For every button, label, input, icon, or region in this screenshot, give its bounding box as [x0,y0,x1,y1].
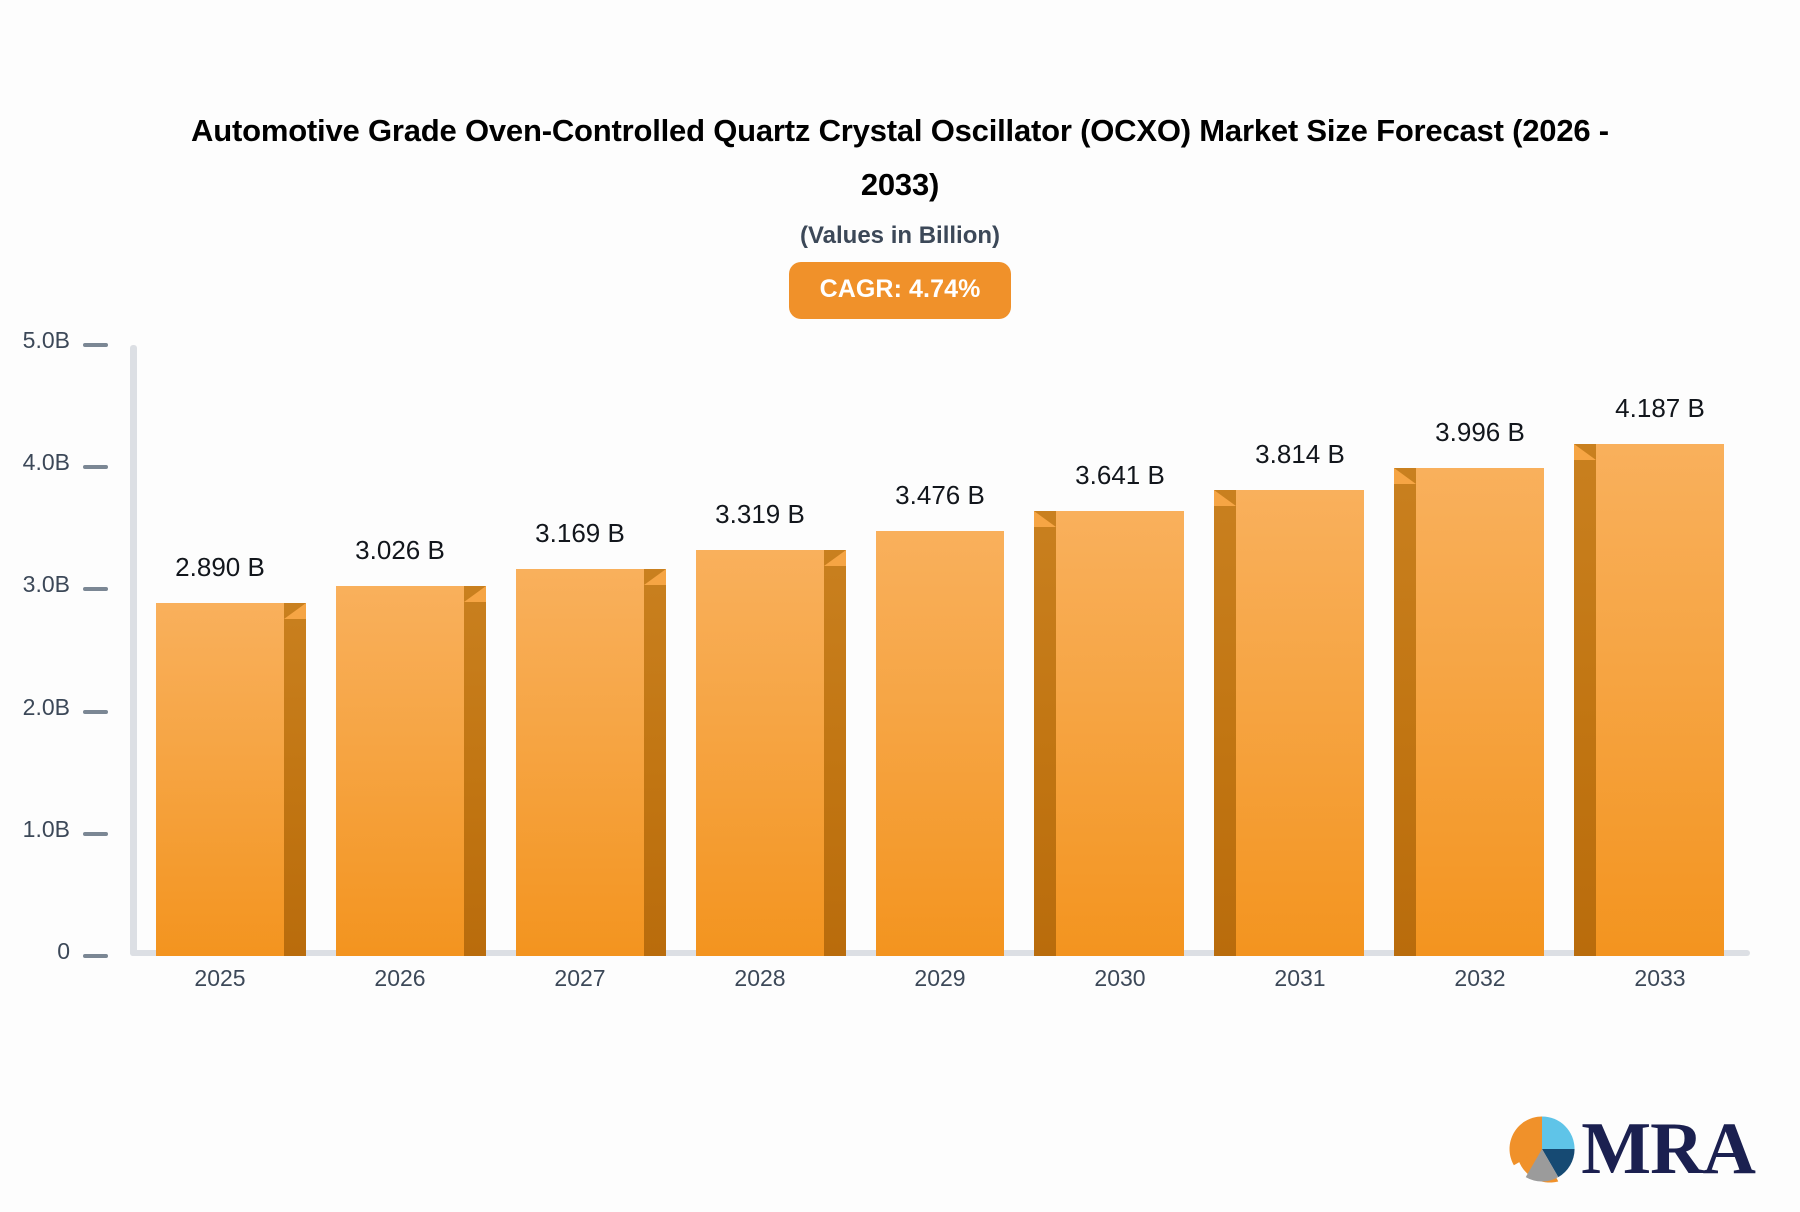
bar-column[interactable]: 3.319 B 2028 [696,345,846,991]
bar-value-label: 3.641 B [1075,460,1165,491]
bar-top-face [1574,444,1596,461]
x-axis-tick-label: 2026 [374,965,426,991]
bar-value-label: 4.187 B [1615,393,1705,424]
bar-top-face [824,550,846,567]
x-axis-tick-label: 2029 [914,965,966,991]
x-axis-tick-label: 2027 [554,965,606,991]
bar-value-label: 3.319 B [715,499,805,530]
x-axis-tick-label: 2025 [194,965,246,991]
bar-side-shadow [284,602,306,956]
tick-mark-icon [83,465,108,470]
tick-mark-icon [83,709,108,714]
pie-chart-icon [1509,1116,1575,1183]
x-axis-tick-label: 2028 [734,965,786,991]
bar[interactable] [876,531,1004,956]
bar-top-face [1394,467,1416,484]
bar-face [156,602,284,956]
bar-column[interactable]: 3.814 B 2031 [1214,345,1364,991]
bar-value-label: 3.814 B [1255,438,1345,469]
y-axis-tick-label: 3.0B [22,571,70,598]
bar-face [336,586,464,956]
bar-column[interactable]: 3.476 B 2029 [876,345,1004,991]
bar-series: 2.890 B 2025 3.026 B 2026 3.169 B 2027 3.319 B… [130,345,1750,991]
y-axis [130,345,137,956]
bar-value-label: 3.169 B [535,517,625,548]
y-axis-tick-label: 5.0B [22,327,70,353]
logo-wordmark: MRA [1581,1108,1756,1190]
tick-mark-icon [83,343,108,347]
bar-side-shadow [824,550,846,956]
bar[interactable] [1214,489,1364,956]
bar-column[interactable]: 4.187 B 2033 [1574,345,1724,991]
cagr-badge-container: CAGR: 4.74% [0,262,1800,319]
bar[interactable] [1574,444,1724,956]
bar-face [1416,467,1544,956]
bar-column[interactable]: 3.641 B 2030 [1034,345,1184,991]
tick-mark-icon [83,954,108,958]
bar-side-shadow [644,568,666,956]
bar-top-face [1034,511,1056,528]
bar-face [1596,444,1724,956]
bar-side-shadow [464,586,486,956]
bar-top-face [284,602,306,619]
bar[interactable] [336,586,486,956]
bar-face [696,550,824,956]
status-badge: CAGR: 4.74% [788,262,1012,319]
chart-subtitle: (Values in Billion) [799,222,1001,249]
x-axis-tick-label: 2031 [1274,965,1326,991]
brand-logo: MRA [1505,1108,1756,1190]
bar-face [516,568,644,956]
bar-column[interactable]: 3.996 B 2032 [1394,345,1544,991]
x-axis-tick-label: 2032 [1454,965,1506,991]
bar[interactable] [696,550,846,956]
bar-side-shadow [1214,489,1236,956]
y-axis-tick-label: 0 [57,938,70,964]
x-axis-tick-label: 2030 [1094,965,1146,991]
bar-value-label: 3.996 B [1435,416,1525,447]
y-axis-tick-label: 2.0B [22,693,70,720]
plot-area: 0 1.0B 2.0B 3.0B 4.0B 5.0B 2.890 B 2025 3.026 B… [23,327,1750,991]
bar-value-label: 3.476 B [895,480,985,511]
tick-mark-icon [83,587,108,592]
y-axis-tick-label: 1.0B [22,815,70,842]
bar-side-shadow [1574,444,1596,956]
bar-column[interactable]: 3.026 B 2026 [336,345,486,991]
tick-mark-icon [83,831,108,836]
chart-header: Automotive Grade Oven-Controlled Quartz … [0,104,1800,250]
bar-top-face [644,568,666,585]
bar[interactable] [156,602,306,956]
bar[interactable] [1394,467,1544,956]
page-title: Automotive Grade Oven-Controlled Quartz … [191,113,1609,202]
bar-top-face [1214,489,1236,506]
bar-side-shadow [1394,467,1416,956]
bar-top-face [464,586,486,603]
bar[interactable] [1034,511,1184,956]
x-axis-tick-label: 2033 [1634,965,1686,991]
bar-column[interactable]: 2.890 B 2025 [156,345,306,991]
bar[interactable] [516,568,666,956]
bar-side-shadow [1034,511,1056,956]
bar-column[interactable]: 3.169 B 2027 [516,345,666,991]
y-axis-tick-label: 4.0B [22,449,70,476]
bar-face [1056,511,1184,956]
bar-face [876,531,1004,956]
bar-value-label: 2.890 B [175,551,265,582]
bar-value-label: 3.026 B [355,535,445,566]
bar-face [1236,489,1364,956]
